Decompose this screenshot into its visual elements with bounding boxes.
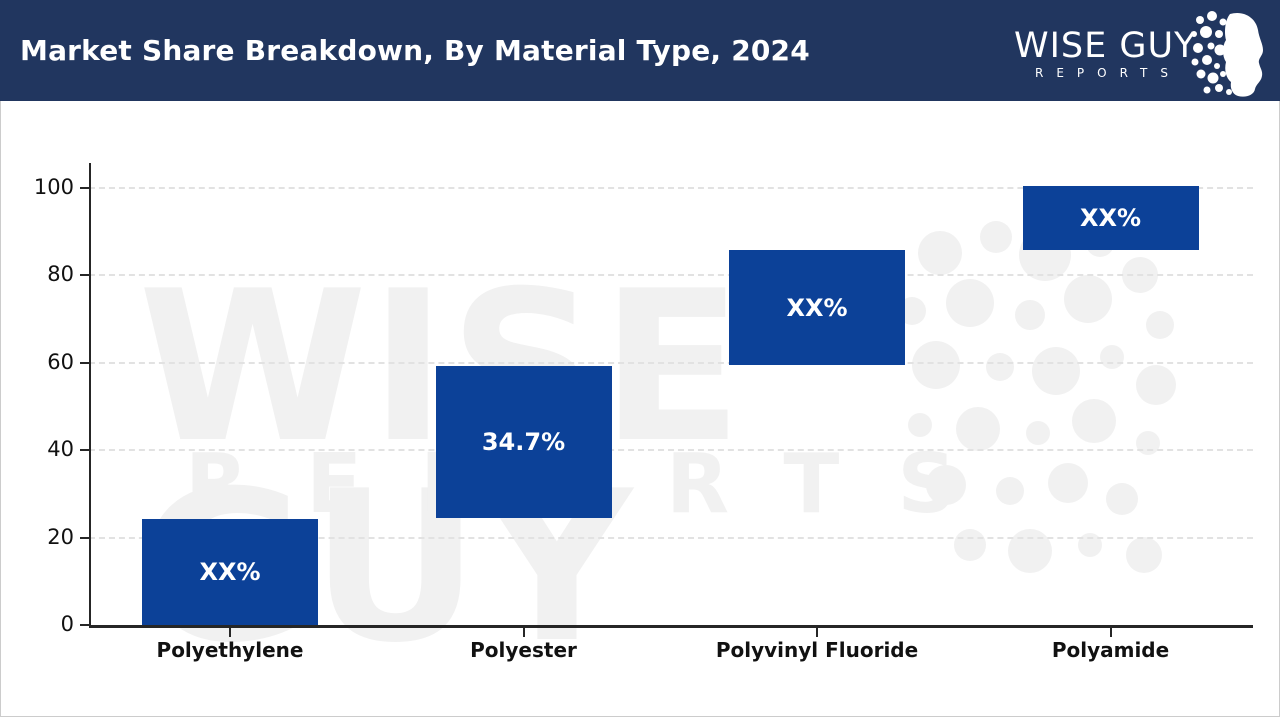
y-tick-0: [80, 624, 89, 626]
gridline-20: [89, 536, 1253, 539]
y-tick-label-40: 40: [47, 437, 74, 461]
x-tick-polyvinyl-fluoride: [816, 628, 818, 637]
x-tick-label-polyester: Polyester: [470, 638, 577, 662]
x-tick-label-polyamide: Polyamide: [1051, 638, 1170, 662]
gridline-80: [89, 274, 1253, 276]
page-title: Market Share Breakdown, By Material Type…: [20, 34, 810, 67]
bar-polyvinyl-fluoride: XX%: [729, 250, 905, 366]
x-axis-line: [89, 625, 1253, 628]
y-tick-60: [80, 361, 89, 364]
x-tick-polyamide: [1109, 628, 1112, 637]
bar-value-label-polyethylene: XX%: [199, 557, 261, 586]
x-tick-polyethylene: [229, 628, 231, 637]
y-tick-80: [80, 274, 89, 276]
y-tick-40: [80, 449, 89, 451]
y-tick-label-20: 20: [47, 524, 74, 549]
y-tick-label-60: 60: [47, 349, 74, 374]
bar-polyamide: XX%: [1022, 186, 1199, 251]
x-tick-label-polyvinyl-fluoride: Polyvinyl Fluoride: [715, 638, 919, 662]
y-tick-label-100: 100: [33, 174, 74, 199]
gridline-40: [89, 449, 1253, 451]
gridline-100: [89, 186, 1253, 189]
bar-value-label-polyamide: XX%: [1079, 204, 1142, 233]
y-tick-100: [80, 186, 89, 189]
bar-polyester: 34.7%: [435, 366, 612, 518]
watermark-head-dots: [898, 221, 1176, 573]
y-axis-spine: [89, 163, 91, 628]
y-tick-label-0: 0: [60, 612, 74, 636]
bar-value-label-polyvinyl-fluoride: XX%: [786, 293, 848, 322]
y-tick-20: [80, 536, 89, 539]
gridline-60: [89, 361, 1253, 364]
bar-polyethylene: XX%: [142, 518, 318, 625]
header-bar: Market Share Breakdown, By Material Type…: [0, 0, 1280, 101]
brand-name: WISE GUY: [1014, 26, 1197, 66]
brand-logo-text: WISE GUY REPORTS: [1014, 26, 1197, 80]
x-tick-polyester: [522, 628, 525, 637]
bar-value-label-polyester: 34.7%: [481, 427, 566, 456]
dotted-head-profile-icon: [1191, 11, 1263, 97]
x-tick-label-polyethylene: Polyethylene: [156, 638, 304, 662]
brand-subtitle: REPORTS: [1034, 66, 1181, 80]
y-tick-label-80: 80: [47, 262, 74, 286]
brand-logo: WISE GUY REPORTS: [1014, 6, 1264, 98]
